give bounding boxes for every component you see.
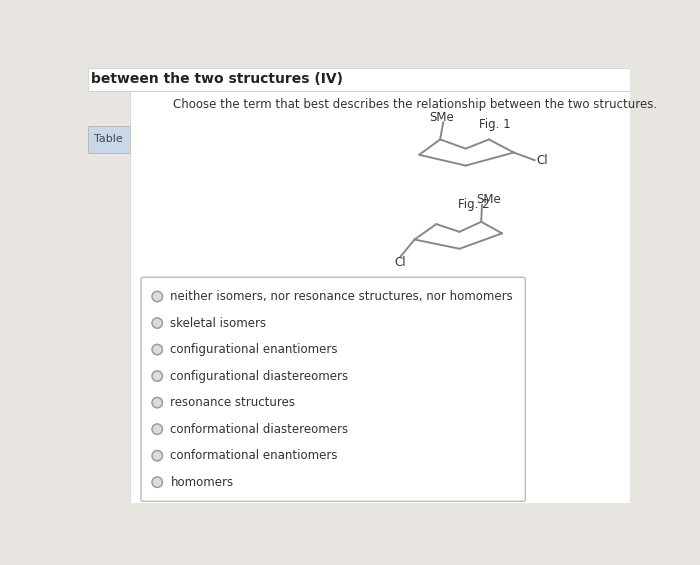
Circle shape [154,399,161,406]
Circle shape [154,320,161,327]
Text: resonance structures: resonance structures [170,396,295,409]
Circle shape [152,424,162,434]
Circle shape [154,453,161,459]
Text: SMe: SMe [476,193,500,206]
Circle shape [152,291,162,302]
Text: homomers: homomers [170,476,234,489]
Text: configurational diastereomers: configurational diastereomers [170,370,349,383]
Circle shape [154,426,161,433]
Bar [88,68,630,91]
Text: Choose the term that best describes the relationship between the two structures.: Choose the term that best describes the … [173,98,657,111]
Text: SMe: SMe [429,111,454,124]
Text: configurational enantiomers: configurational enantiomers [170,343,338,356]
Circle shape [154,293,161,300]
Text: conformational enantiomers: conformational enantiomers [170,449,338,462]
Text: Fig. 2: Fig. 2 [458,198,489,211]
Circle shape [154,346,161,353]
Bar [88,125,130,153]
Circle shape [152,397,162,408]
Text: Cl: Cl [536,154,548,167]
Text: Table: Table [94,134,123,144]
Text: Cl: Cl [394,256,406,269]
Circle shape [152,477,162,488]
Circle shape [152,450,162,461]
Circle shape [152,371,162,381]
FancyBboxPatch shape [141,277,526,501]
Text: skeletal isomers: skeletal isomers [170,316,267,329]
Circle shape [152,344,162,355]
Circle shape [154,479,161,485]
Text: neither isomers, nor resonance structures, nor homomers: neither isomers, nor resonance structure… [170,290,513,303]
Text: conformational diastereomers: conformational diastereomers [170,423,349,436]
Circle shape [152,318,162,328]
Text: Fig. 1: Fig. 1 [479,118,510,131]
Text: between the two structures (IV): between the two structures (IV) [92,72,344,86]
Circle shape [154,373,161,380]
